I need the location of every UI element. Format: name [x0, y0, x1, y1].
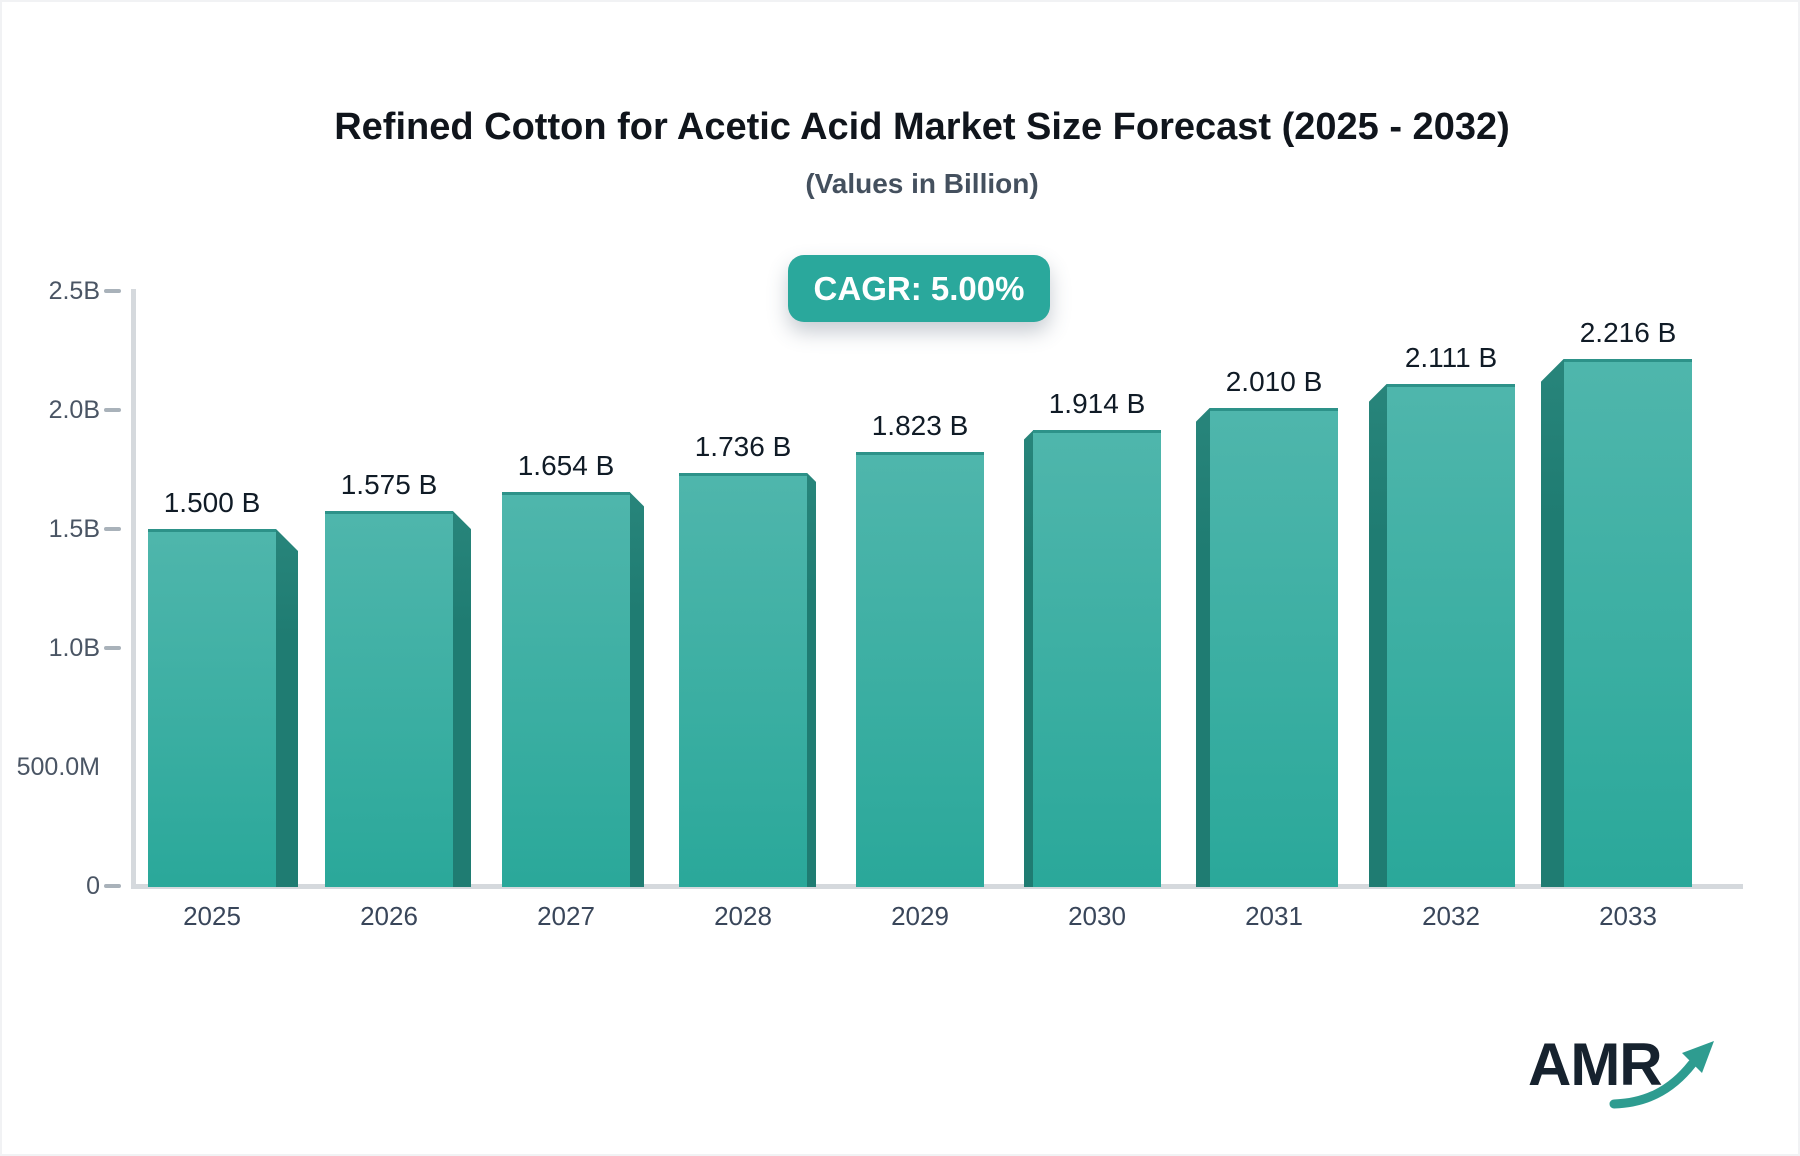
- y-tick-label: 1.0B: [48, 634, 100, 662]
- bar-2032: [1369, 383, 1515, 887]
- x-tick-label: 2033: [1599, 901, 1657, 931]
- bar-value-label: 2.111 B: [1404, 341, 1498, 373]
- bar-face-2031: [1210, 407, 1338, 887]
- bar-side-2027: [630, 492, 644, 887]
- bar-2029: [856, 452, 984, 887]
- bar-value-label: 2.010 B: [1225, 365, 1323, 397]
- x-tick-label: 2025: [183, 901, 241, 931]
- page-subtitle: (Values in Billion): [805, 168, 1039, 199]
- bar-side-2031: [1196, 407, 1210, 887]
- amr-logo: AMR: [1528, 1030, 1728, 1110]
- bar-value-label: 1.575 B: [340, 469, 438, 501]
- y-tick-mark: [104, 884, 121, 888]
- bar-value-label: 1.914 B: [1048, 388, 1146, 420]
- x-tick-label: 2028: [714, 901, 772, 931]
- bar-2033: [1541, 358, 1692, 887]
- bar-value-label: 1.500 B: [163, 487, 261, 518]
- bar-2026: [325, 511, 471, 887]
- y-tick-label: 0: [86, 872, 100, 900]
- y-tick-label: 2.5B: [48, 277, 100, 305]
- bar-side-2026: [453, 511, 471, 887]
- y-tick-mark: [104, 527, 121, 531]
- bar-face-2027: [502, 492, 630, 887]
- bar-side-2032: [1369, 383, 1387, 887]
- y-axis-line: [131, 289, 136, 889]
- bar-face-2028: [679, 472, 807, 887]
- bar-2031: [1196, 407, 1338, 887]
- bar-2025: [148, 529, 298, 887]
- x-tick-label: 2027: [537, 901, 595, 931]
- growth-arrow-icon: [1609, 1041, 1714, 1109]
- bar-side-2033: [1541, 358, 1564, 887]
- x-tick-label: 2032: [1422, 901, 1480, 931]
- x-tick-label: 2030: [1068, 901, 1126, 931]
- y-tick-mark: [104, 408, 121, 412]
- bar-face-2025: [148, 529, 276, 887]
- x-tick-label: 2026: [360, 901, 418, 931]
- y-tick-label: 2.0B: [48, 396, 100, 424]
- bar-face-2032: [1387, 383, 1515, 887]
- bar-side-2028: [807, 472, 816, 887]
- cagr-badge: CAGR: 5.00%: [788, 255, 1050, 322]
- amr-logo-text: AMR: [1528, 1031, 1663, 1098]
- bar-value-label: 1.736 B: [694, 430, 792, 462]
- bar-side-2030: [1024, 430, 1033, 887]
- bar-face-2033: [1564, 358, 1692, 887]
- bar-2027: [502, 492, 644, 887]
- bar-face-2026: [325, 511, 453, 887]
- page-title: Refined Cotton for Acetic Acid Market Si…: [334, 106, 1510, 148]
- bar-value-label: 2.216 B: [1579, 316, 1677, 348]
- bar-face-2030: [1033, 430, 1161, 887]
- bar-value-label: 1.654 B: [517, 450, 615, 482]
- y-tick-label: 500.0M: [16, 753, 100, 781]
- x-tick-label: 2029: [891, 901, 949, 931]
- bar-side-2025: [276, 529, 298, 887]
- bar-face-2029: [856, 452, 984, 887]
- bar-value-label: 1.823 B: [871, 410, 969, 442]
- y-tick-label: 1.5B: [48, 515, 100, 543]
- bar-2028: [679, 472, 816, 887]
- y-tick-mark: [104, 289, 121, 293]
- bar-2030: [1024, 430, 1161, 887]
- y-tick-mark: [104, 646, 121, 650]
- x-tick-label: 2031: [1245, 901, 1303, 931]
